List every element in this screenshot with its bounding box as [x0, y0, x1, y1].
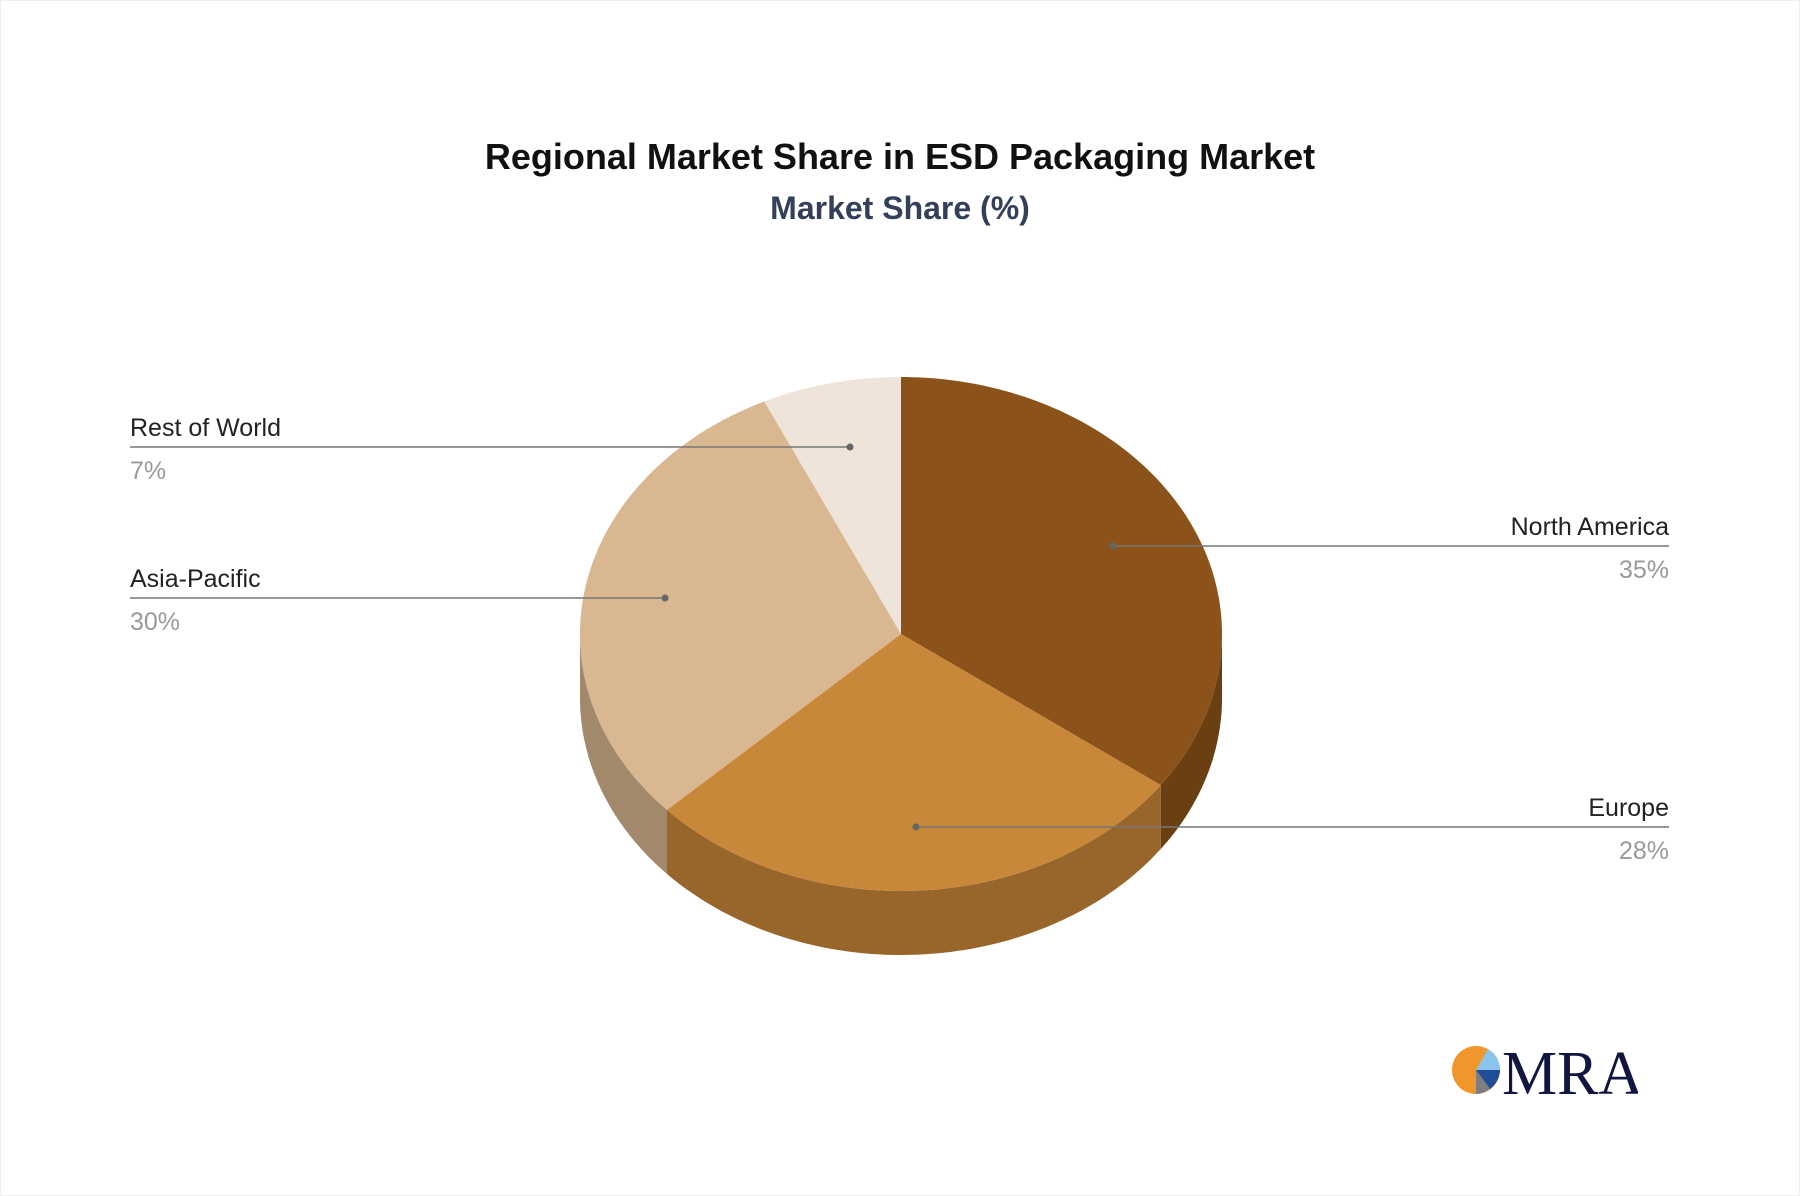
value-north-america: 35% [1619, 556, 1669, 584]
leader-dot-asia-pacific [661, 594, 669, 602]
pie-slice-north-america[interactable] [901, 377, 1222, 786]
svg-text:MRA: MRA [1502, 1040, 1638, 1104]
leader-dot-north-america [1109, 542, 1117, 550]
pie-side-0 [1160, 634, 1222, 850]
label-rest-of-world: Rest of World [130, 414, 281, 442]
mra-logo: MRA [1452, 1040, 1638, 1104]
pie-side-1 [667, 785, 1161, 955]
chart-subtitle: Market Share (%) [770, 190, 1030, 226]
value-asia-pacific: 30% [130, 608, 180, 636]
label-north-america: North America [1511, 513, 1669, 541]
pie-slice-rest-of-world[interactable] [764, 377, 901, 634]
pie-slice-asia-pacific[interactable] [580, 401, 901, 810]
leader-dot-europe [912, 823, 920, 831]
pie-side-2 [580, 634, 667, 874]
value-europe: 28% [1619, 837, 1669, 865]
leader-dot-rest-of-world [846, 443, 854, 451]
chart-title: Regional Market Share in ESD Packaging M… [484, 136, 1316, 177]
label-asia-pacific: Asia-Pacific [130, 565, 261, 593]
value-rest-of-world: 7% [130, 457, 166, 485]
label-europe: Europe [1588, 794, 1669, 822]
